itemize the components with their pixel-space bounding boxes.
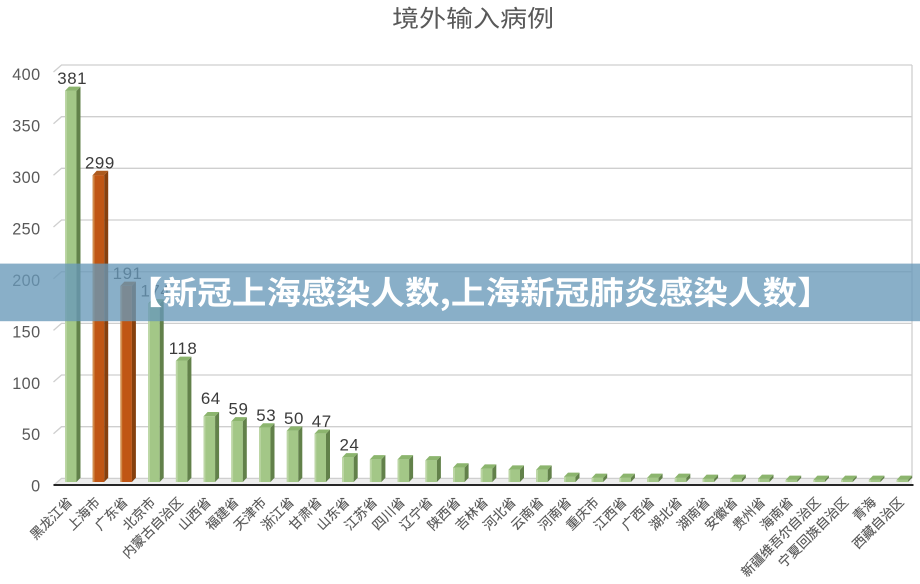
- svg-text:47: 47: [312, 412, 332, 431]
- svg-text:250: 250: [12, 220, 40, 238]
- svg-text:24: 24: [339, 436, 359, 455]
- svg-text:50: 50: [284, 409, 304, 428]
- svg-text:300: 300: [12, 169, 40, 187]
- svg-text:64: 64: [201, 389, 221, 408]
- svg-text:100: 100: [12, 375, 40, 393]
- svg-text:150: 150: [12, 323, 40, 341]
- svg-text:350: 350: [12, 117, 40, 135]
- svg-text:50: 50: [22, 426, 41, 444]
- svg-text:59: 59: [229, 400, 249, 419]
- svg-text:53: 53: [256, 406, 276, 425]
- svg-text:118: 118: [169, 339, 198, 358]
- svg-text:299: 299: [85, 153, 115, 172]
- svg-text:400: 400: [12, 66, 40, 84]
- svg-text:381: 381: [57, 69, 87, 88]
- svg-text:0: 0: [31, 478, 40, 496]
